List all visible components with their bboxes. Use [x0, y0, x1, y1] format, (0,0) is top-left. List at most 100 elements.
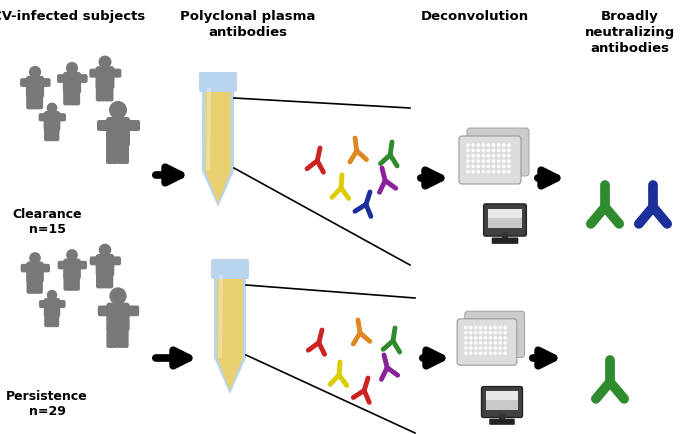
Circle shape	[469, 346, 472, 350]
Circle shape	[497, 154, 500, 158]
FancyBboxPatch shape	[43, 111, 60, 132]
Circle shape	[503, 341, 507, 345]
Polygon shape	[98, 85, 104, 98]
Circle shape	[492, 159, 496, 163]
Circle shape	[109, 101, 127, 119]
FancyBboxPatch shape	[117, 140, 129, 164]
Circle shape	[494, 326, 497, 329]
Bar	[486, 391, 518, 400]
FancyBboxPatch shape	[96, 83, 106, 102]
Circle shape	[466, 159, 470, 163]
Circle shape	[486, 143, 490, 147]
Circle shape	[507, 159, 511, 163]
FancyBboxPatch shape	[199, 72, 237, 92]
Polygon shape	[28, 94, 34, 106]
FancyBboxPatch shape	[467, 128, 529, 176]
Bar	[489, 209, 522, 218]
Polygon shape	[108, 327, 116, 344]
Circle shape	[471, 159, 475, 163]
Polygon shape	[206, 88, 211, 171]
Polygon shape	[202, 88, 234, 207]
Circle shape	[503, 326, 507, 329]
Circle shape	[474, 336, 477, 339]
Polygon shape	[29, 279, 34, 290]
Polygon shape	[65, 90, 71, 102]
FancyBboxPatch shape	[95, 66, 115, 89]
Polygon shape	[214, 275, 246, 394]
FancyBboxPatch shape	[117, 325, 129, 348]
Circle shape	[477, 154, 480, 158]
Circle shape	[489, 346, 492, 350]
FancyBboxPatch shape	[64, 274, 73, 291]
Circle shape	[494, 341, 497, 345]
Circle shape	[464, 331, 468, 335]
Circle shape	[502, 154, 505, 158]
FancyBboxPatch shape	[491, 237, 518, 244]
Polygon shape	[46, 313, 51, 324]
Circle shape	[497, 143, 500, 147]
Circle shape	[471, 164, 475, 168]
Circle shape	[471, 143, 475, 147]
FancyBboxPatch shape	[57, 261, 69, 270]
Circle shape	[479, 326, 482, 329]
Circle shape	[482, 154, 485, 158]
FancyBboxPatch shape	[76, 261, 87, 270]
Circle shape	[477, 164, 480, 168]
Text: HCV-infected subjects: HCV-infected subjects	[0, 10, 145, 23]
Text: Persistence
n=29: Persistence n=29	[6, 390, 88, 418]
Circle shape	[464, 341, 468, 345]
Circle shape	[482, 164, 485, 168]
Circle shape	[503, 352, 507, 355]
Circle shape	[469, 336, 472, 339]
Circle shape	[477, 170, 480, 174]
FancyBboxPatch shape	[38, 113, 49, 122]
Circle shape	[489, 352, 492, 355]
Circle shape	[469, 341, 472, 345]
FancyBboxPatch shape	[44, 125, 52, 141]
Polygon shape	[217, 275, 243, 390]
Circle shape	[507, 170, 511, 174]
Polygon shape	[205, 88, 231, 203]
Circle shape	[503, 346, 507, 350]
Circle shape	[47, 290, 57, 300]
FancyBboxPatch shape	[457, 319, 517, 365]
Circle shape	[482, 159, 485, 163]
Circle shape	[482, 148, 485, 152]
Circle shape	[507, 148, 511, 152]
Circle shape	[466, 148, 470, 152]
FancyBboxPatch shape	[63, 72, 81, 94]
Circle shape	[484, 341, 487, 345]
Circle shape	[469, 352, 472, 355]
Circle shape	[474, 341, 477, 345]
FancyBboxPatch shape	[21, 264, 32, 273]
FancyBboxPatch shape	[71, 88, 80, 105]
Circle shape	[498, 341, 502, 345]
Circle shape	[466, 154, 470, 158]
Circle shape	[466, 143, 470, 147]
FancyBboxPatch shape	[55, 300, 66, 308]
Circle shape	[47, 102, 57, 113]
Circle shape	[477, 148, 480, 152]
FancyBboxPatch shape	[34, 277, 43, 294]
Circle shape	[498, 336, 502, 339]
Circle shape	[497, 159, 500, 163]
Polygon shape	[108, 142, 116, 160]
Circle shape	[502, 148, 505, 152]
Circle shape	[479, 346, 482, 350]
FancyBboxPatch shape	[55, 113, 66, 122]
Polygon shape	[66, 276, 71, 287]
Circle shape	[498, 326, 502, 329]
FancyBboxPatch shape	[39, 264, 50, 273]
Circle shape	[29, 66, 41, 78]
FancyBboxPatch shape	[90, 256, 102, 265]
FancyBboxPatch shape	[63, 259, 81, 280]
Circle shape	[489, 341, 492, 345]
Text: Polyclonal plasma
antibodies: Polyclonal plasma antibodies	[181, 10, 316, 39]
Bar	[489, 209, 522, 228]
Circle shape	[489, 331, 492, 335]
Circle shape	[502, 159, 505, 163]
Circle shape	[479, 352, 482, 355]
Circle shape	[109, 287, 127, 305]
Circle shape	[486, 159, 490, 163]
Circle shape	[497, 164, 500, 168]
